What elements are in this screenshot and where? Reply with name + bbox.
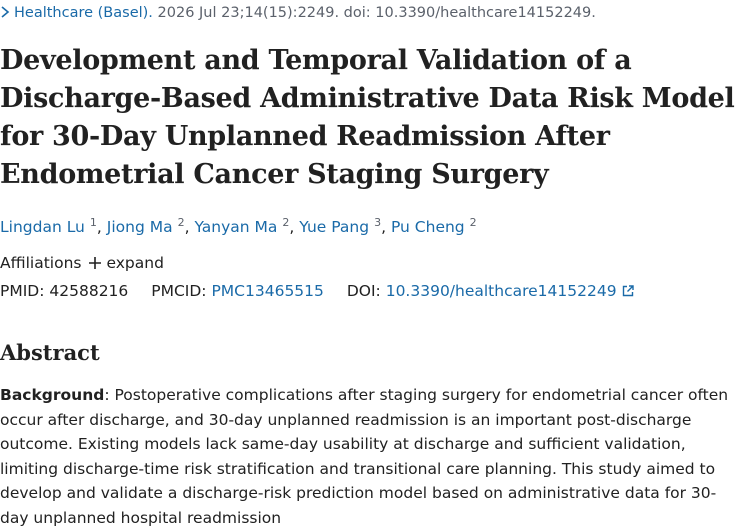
- author-separator: ,: [381, 218, 387, 236]
- author-separator: ,: [184, 218, 190, 236]
- external-link-icon[interactable]: [622, 285, 634, 297]
- pmid-label: PMID:: [0, 282, 45, 300]
- pmcid-link[interactable]: PMC13465515: [211, 282, 324, 300]
- citation-details: 2026 Jul 23;14(15):2249. doi: 10.3390/he…: [152, 5, 596, 21]
- doi-link[interactable]: 10.3390/healthcare14152249: [385, 282, 617, 300]
- expand-toggle[interactable]: expand: [89, 254, 164, 272]
- background-text: : Postoperative complications after stag…: [0, 386, 729, 527]
- author-link[interactable]: Pu Cheng: [390, 218, 465, 236]
- plus-icon: [89, 257, 102, 269]
- author-link[interactable]: Yanyan Ma: [194, 218, 278, 236]
- pmid: 42588216: [49, 282, 129, 300]
- affiliation-number[interactable]: 3: [374, 216, 382, 229]
- abstract-background: Background: Postoperative complications …: [0, 383, 742, 530]
- journal-link[interactable]: Healthcare (Basel).: [14, 5, 153, 21]
- affiliation-number[interactable]: 2: [177, 216, 185, 229]
- author-list: Lingdan Lu 1, Jiong Ma 2, Yanyan Ma 2, Yue …: [0, 216, 477, 236]
- affiliation-number[interactable]: 1: [89, 216, 97, 229]
- chevron-icon: [1, 6, 10, 18]
- affiliations-label: Affiliations: [0, 254, 82, 272]
- expand-text[interactable]: expand: [106, 254, 164, 272]
- affiliations: Affiliations expand: [0, 254, 164, 272]
- citation: Healthcare (Basel). 2026 Jul 23;14(15):2…: [0, 5, 596, 21]
- affiliation-number[interactable]: 2: [469, 216, 477, 229]
- affiliation-number[interactable]: 2: [282, 216, 290, 229]
- doi-label: DOI:: [346, 282, 381, 300]
- article-title: Development and Temporal Validation of a…: [0, 45, 735, 190]
- page: Healthcare (Basel). 2026 Jul 23;14(15):2…: [0, 5, 735, 527]
- pmcid-label: PMCID:: [151, 282, 207, 300]
- identifiers: PMID: 42588216 PMCID: PMC13465515 DOI: 1…: [0, 282, 634, 300]
- author-separator: ,: [96, 218, 102, 236]
- author-link[interactable]: Yue Pang: [299, 218, 370, 236]
- author-separator: ,: [289, 218, 295, 236]
- abstract-heading: Abstract: [0, 340, 100, 365]
- author-link[interactable]: Lingdan Lu: [0, 218, 85, 236]
- author-link[interactable]: Jiong Ma: [106, 218, 173, 236]
- background-label: Background: [0, 386, 105, 404]
